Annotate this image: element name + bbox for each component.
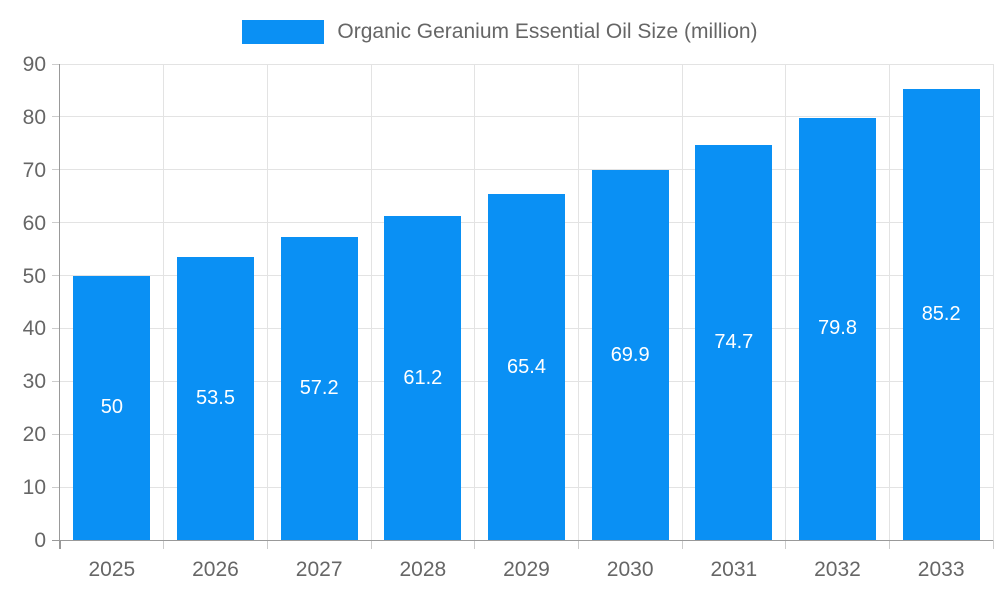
chart-legend[interactable]: Organic Geranium Essential Oil Size (mil… (0, 16, 1000, 48)
y-tick-mark (52, 380, 60, 382)
x-tick-mark (266, 540, 268, 549)
gridline-vertical (888, 64, 890, 540)
legend-swatch-icon (242, 20, 325, 44)
y-tick-label: 90 (22, 53, 46, 76)
y-tick-label: 60 (22, 211, 46, 235)
y-tick-mark (52, 116, 60, 118)
gridline-vertical (163, 64, 165, 540)
y-tick-label: 80 (22, 105, 46, 129)
gridline-vertical (266, 64, 268, 540)
legend-label: Organic Geranium Essential Oil Size (mil… (337, 20, 758, 43)
bar[interactable] (902, 89, 980, 540)
y-tick-label: 0 (34, 529, 46, 552)
y-tick-mark (52, 222, 60, 224)
gridline-horizontal (60, 169, 993, 171)
x-tick-mark (474, 540, 476, 549)
x-tick-mark (681, 540, 683, 549)
gridline-vertical (370, 64, 372, 540)
y-tick-label: 30 (22, 370, 46, 394)
x-tick-mark (785, 540, 787, 549)
x-tick-mark (59, 540, 61, 549)
gridline-horizontal (60, 63, 993, 65)
y-tick-label: 10 (22, 476, 46, 500)
bar[interactable] (591, 170, 669, 540)
x-tick-mark (163, 540, 165, 549)
y-tick-label: 20 (22, 423, 46, 447)
y-tick-label: 40 (22, 317, 46, 341)
bar[interactable] (73, 275, 151, 540)
x-tick-label: 2031 (710, 558, 758, 581)
bar[interactable] (488, 194, 565, 540)
gridline-vertical (992, 64, 994, 540)
bar[interactable] (177, 257, 254, 540)
y-tick-label: 50 (22, 264, 46, 288)
x-tick-mark (577, 540, 579, 549)
gridline-vertical (577, 64, 579, 540)
y-tick-mark (52, 63, 60, 65)
gridline-vertical (681, 64, 683, 540)
x-tick-label: 2025 (88, 558, 136, 581)
gridline-horizontal (60, 116, 993, 118)
x-tick-label: 2029 (503, 558, 550, 581)
y-axis-line (59, 64, 60, 549)
x-tick-mark (370, 540, 372, 549)
x-tick-label: 2027 (295, 558, 343, 581)
gridline-vertical (474, 64, 476, 540)
x-tick-label: 2030 (606, 558, 654, 581)
x-tick-label: 2026 (192, 558, 239, 581)
x-tick-label: 2033 (917, 558, 965, 581)
x-tick-label: 2032 (814, 558, 861, 581)
y-tick-mark (52, 486, 60, 488)
gridline-vertical (785, 64, 787, 540)
y-tick-mark (52, 433, 60, 435)
y-tick-mark (52, 275, 60, 277)
x-tick-mark (888, 540, 890, 549)
bar[interactable] (799, 117, 876, 540)
x-tick-label: 2028 (399, 558, 447, 581)
bar[interactable] (695, 144, 773, 540)
bar[interactable] (280, 237, 358, 540)
bar[interactable] (384, 216, 462, 540)
y-tick-mark (52, 169, 60, 171)
y-tick-label: 70 (22, 158, 46, 182)
x-axis-line (52, 540, 993, 541)
y-tick-mark (52, 327, 60, 329)
x-tick-mark (992, 540, 994, 549)
